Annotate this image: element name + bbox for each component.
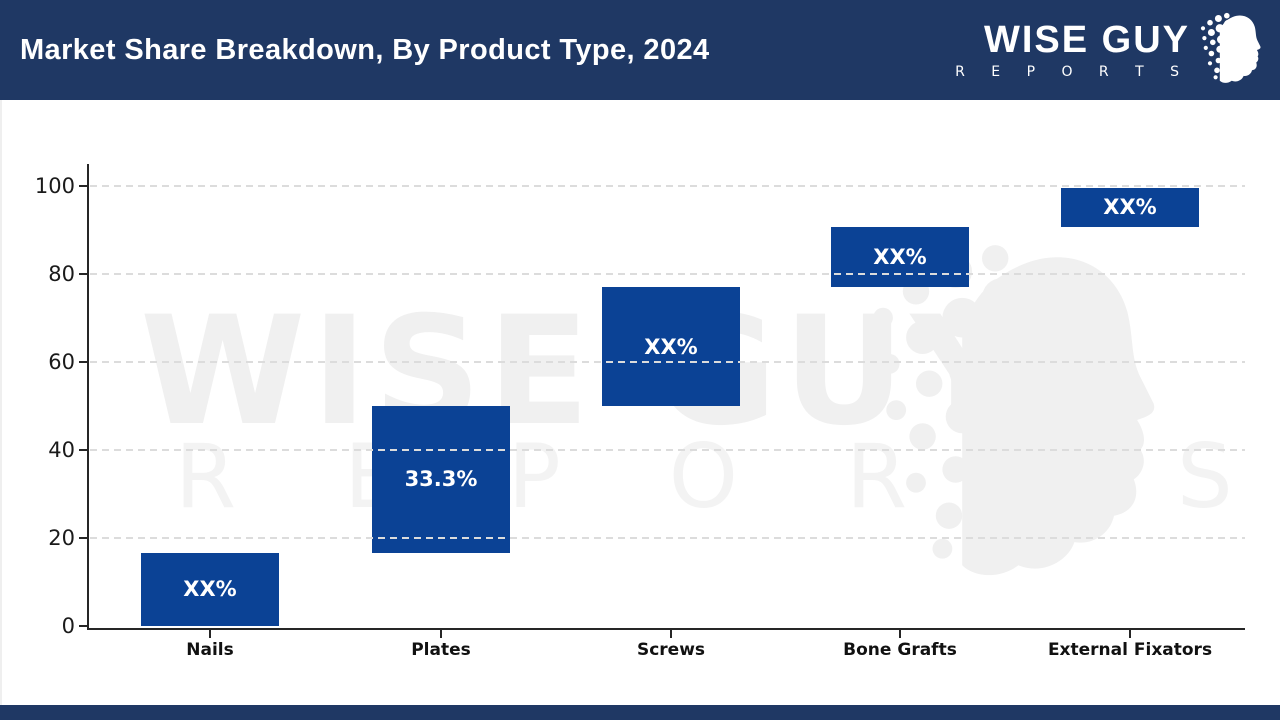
y-axis-line bbox=[87, 164, 89, 630]
y-axis-tick-label: 20 bbox=[48, 526, 75, 550]
y-axis-tick-label: 60 bbox=[48, 350, 75, 374]
bar-segment: XX% bbox=[1061, 187, 1199, 227]
y-axis-tick-label: 0 bbox=[61, 614, 75, 638]
y-axis-tick bbox=[79, 625, 88, 627]
logo-wordmark: WISE GUY bbox=[983, 19, 1190, 61]
bar-value-label: XX% bbox=[873, 245, 927, 270]
x-axis-tick bbox=[209, 629, 211, 638]
wiseguy-logo-text: WISE GUY R E P O R T S bbox=[955, 21, 1190, 79]
logo-subtitle: R E P O R T S bbox=[955, 64, 1190, 80]
gridline bbox=[90, 537, 1245, 539]
x-axis-tick bbox=[670, 629, 672, 638]
bar-value-label: XX% bbox=[183, 577, 237, 602]
bar-segment: XX% bbox=[831, 226, 969, 288]
y-axis-tick-label: 80 bbox=[48, 262, 75, 286]
x-axis-tick bbox=[440, 629, 442, 638]
y-axis-tick bbox=[79, 449, 88, 451]
x-axis-category-label: Nails bbox=[186, 640, 234, 660]
y-axis-tick-label: 100 bbox=[34, 174, 75, 198]
bar-value-label: XX% bbox=[644, 334, 698, 359]
header: Market Share Breakdown, By Product Type,… bbox=[0, 0, 1280, 100]
bar-value-label: 33.3% bbox=[404, 467, 478, 492]
y-axis-tick-label: 40 bbox=[48, 438, 75, 462]
wiseguy-face-icon bbox=[1196, 11, 1266, 89]
plot: XX% Nails 33.3% Plates XX% Screws XX% Bone Graf… bbox=[0, 100, 1280, 705]
x-axis-category-label: Plates bbox=[411, 640, 471, 660]
y-axis-tick bbox=[79, 273, 88, 275]
bar-segment: XX% bbox=[602, 287, 740, 406]
wiseguy-logo: WISE GUY R E P O R T S bbox=[955, 11, 1266, 89]
x-axis-tick bbox=[1129, 629, 1131, 638]
gridline bbox=[90, 273, 1245, 275]
gridline bbox=[90, 449, 1245, 451]
gridline bbox=[90, 361, 1245, 363]
x-axis-tick bbox=[899, 629, 901, 638]
bar-segment: 33.3% bbox=[372, 406, 510, 553]
bar-value-label: XX% bbox=[1103, 195, 1157, 220]
chart-area: WISE GUY R E P O R T S XX% Nails 33.3% Plat… bbox=[0, 100, 1280, 705]
y-axis-tick bbox=[79, 361, 88, 363]
y-axis-tick bbox=[79, 537, 88, 539]
x-axis-category-label: External Fixators bbox=[1047, 640, 1213, 660]
x-axis-category-label: Bone Grafts bbox=[843, 640, 957, 660]
bar-segment: XX% bbox=[141, 552, 279, 626]
x-axis-category-label: Screws bbox=[636, 640, 706, 660]
x-axis-line bbox=[87, 628, 1245, 630]
page-title: Market Share Breakdown, By Product Type,… bbox=[20, 33, 710, 66]
y-axis-tick bbox=[79, 185, 88, 187]
gridline bbox=[90, 185, 1245, 187]
footer-bar bbox=[0, 705, 1280, 720]
